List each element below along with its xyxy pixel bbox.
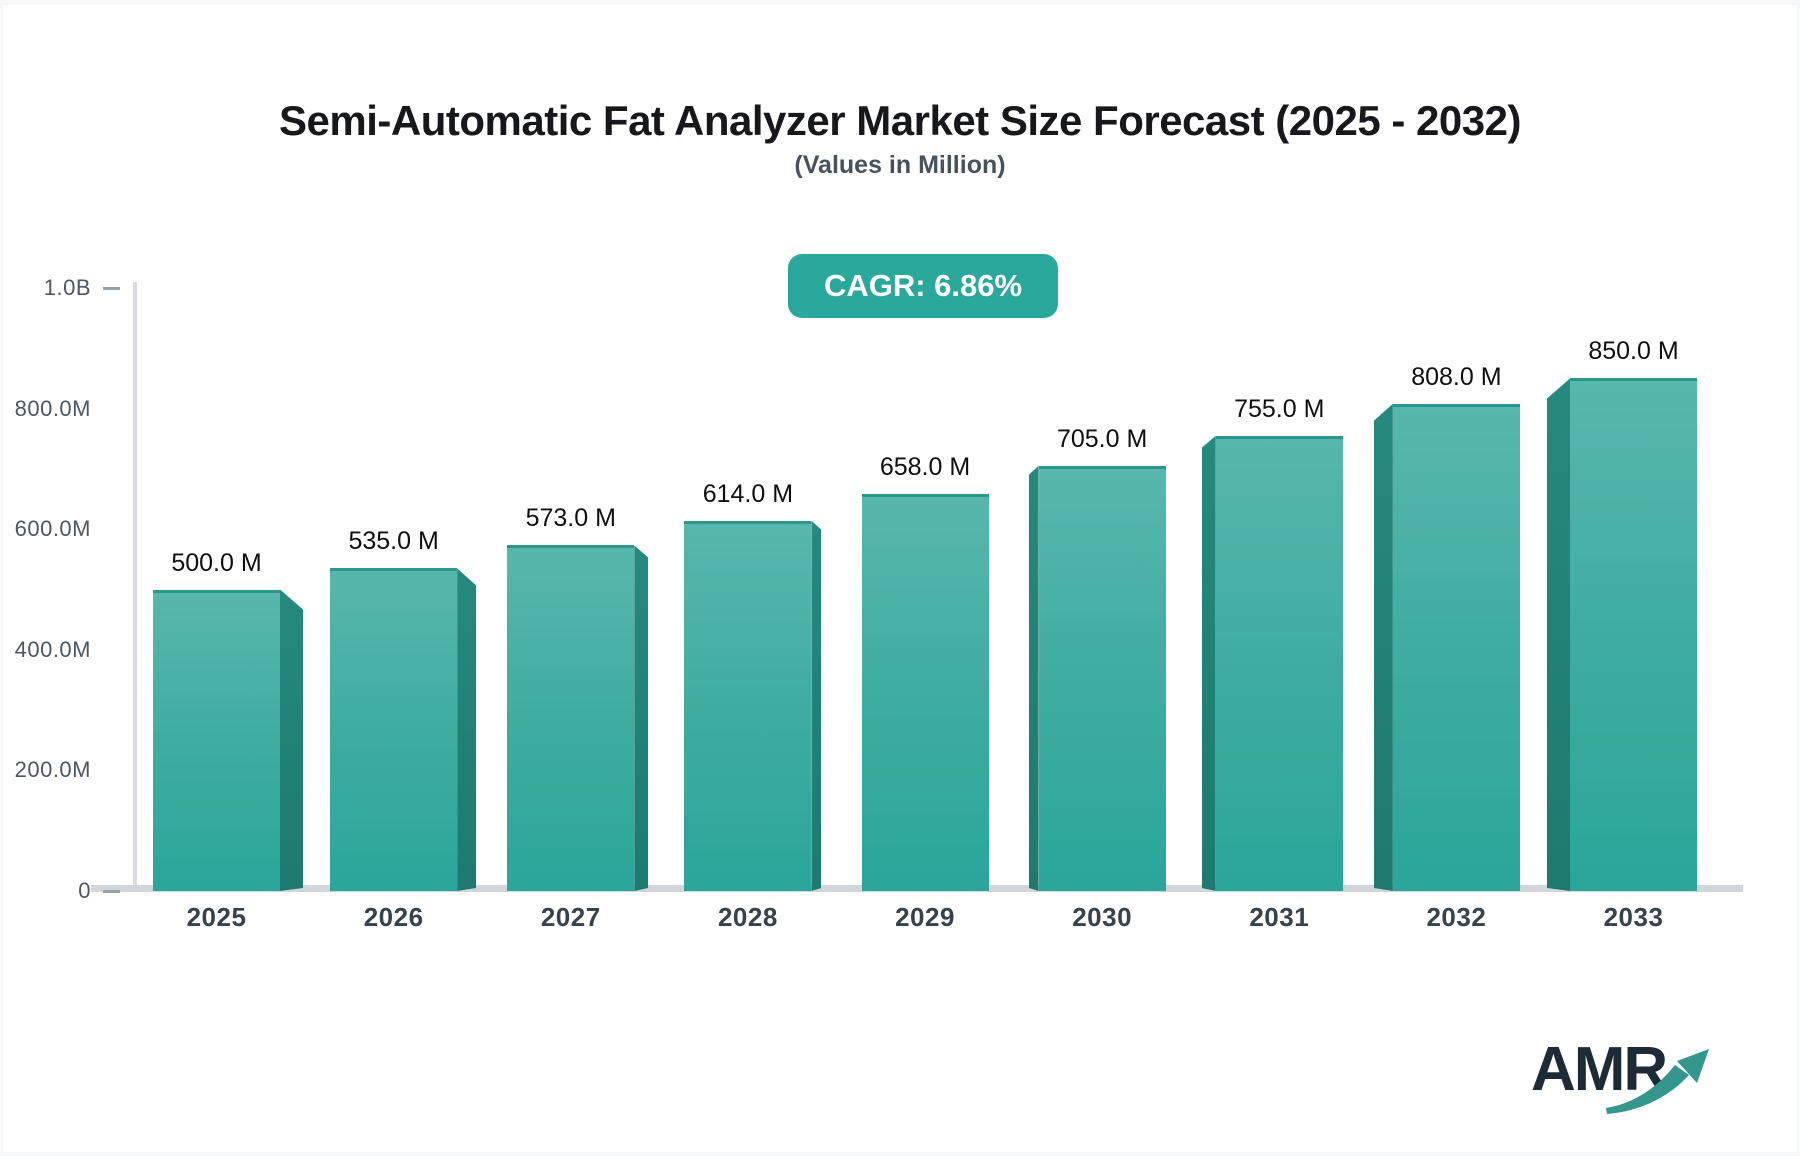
y-axis-tick-dash (103, 890, 120, 893)
bar-2026 (330, 568, 458, 891)
x-axis-label-2028: 2028 (717, 902, 778, 932)
x-axis-label-2026: 2026 (363, 902, 424, 932)
bar-side-face-2031 (1202, 436, 1216, 891)
x-axis-label-2030: 2030 (1072, 902, 1133, 932)
x-axis-label-2031: 2031 (1249, 902, 1310, 932)
y-axis-tick-label: 800.0M (14, 395, 91, 421)
chart-canvas: Semi-Automatic Fat Analyzer Market Size … (3, 5, 1797, 1152)
bar-side-face-2033 (1547, 378, 1570, 891)
logo-arrow-head (1677, 1049, 1709, 1083)
bar-side-face-2027 (634, 545, 648, 891)
bar-value-label-2029: 658.0 M (879, 453, 971, 482)
bar-2030 (1038, 465, 1166, 891)
bar-2025 (153, 589, 280, 891)
bar-value-label-2030: 705.0 M (1056, 424, 1148, 453)
bar-side-face-2025 (280, 590, 303, 892)
x-axis-label-2029: 2029 (895, 902, 955, 932)
bar-2031 (1215, 435, 1343, 891)
y-axis-tick-label: 400.0M (14, 636, 91, 662)
y-axis-tick-dash (103, 287, 120, 290)
bar-value-label-2026: 535.0 M (348, 527, 439, 556)
bar-2029 (861, 494, 989, 891)
bar-2032 (1392, 403, 1520, 891)
y-axis-tick-label: 600.0M (14, 516, 91, 542)
x-axis-label-2032: 2032 (1426, 902, 1487, 932)
amr-logo: AMR (1531, 1035, 1709, 1114)
bar-value-label-2031: 755.0 M (1234, 394, 1325, 423)
y-axis-line (133, 282, 137, 886)
x-axis-label-2027: 2027 (540, 902, 601, 932)
bar-value-label-2033: 850.0 M (1588, 337, 1679, 366)
bar-2033 (1570, 378, 1697, 891)
x-axis-label-2025: 2025 (186, 902, 247, 932)
y-axis-tick-label: 200.0M (14, 757, 91, 783)
bar-value-label-2032: 808.0 M (1411, 362, 1502, 391)
bar-value-label-2025: 500.0 M (171, 548, 262, 577)
logo-arrow-swoosh (1606, 1065, 1689, 1114)
bar-side-face-2028 (811, 521, 821, 891)
cagr-badge: CAGR: 6.86% (787, 254, 1059, 318)
x-axis-label-2033: 2033 (1603, 902, 1664, 932)
bar-side-face-2026 (457, 568, 476, 891)
y-axis-tick-label: 0 (78, 878, 91, 903)
chart-title: Semi-Automatic Fat Analyzer Market Size … (279, 97, 1521, 144)
bar-value-label-2027: 573.0 M (525, 504, 616, 533)
bar-side-face-2030 (1029, 466, 1039, 891)
bar-side-face-2032 (1374, 404, 1393, 891)
y-axis-tick-label: 1.0B (43, 275, 91, 300)
bar-2028 (684, 520, 812, 891)
bar-value-label-2028: 614.0 M (702, 479, 794, 508)
chart-subtitle: (Values in Million) (794, 151, 1006, 179)
bar-2027 (507, 545, 635, 891)
